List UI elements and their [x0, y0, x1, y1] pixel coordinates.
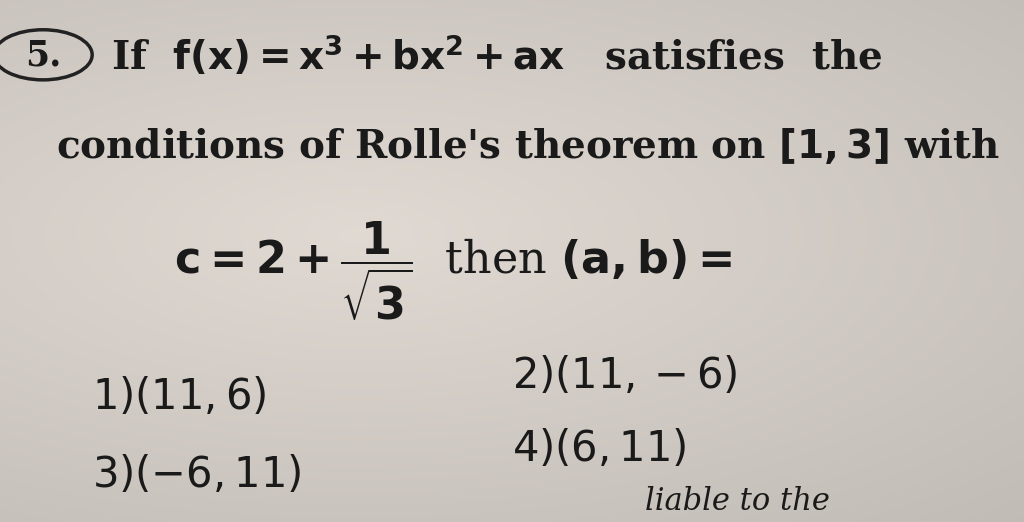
Text: liable to the: liable to the [645, 486, 830, 517]
Text: $1)(11, 6)$: $1)(11, 6)$ [92, 376, 266, 418]
Text: $2)(11, -6)$: $2)(11, -6)$ [512, 355, 737, 397]
Text: $4)(6, 11)$: $4)(6, 11)$ [512, 428, 686, 470]
Text: conditions of Rolle's theorem on $\mathbf{[1, 3]}$ with: conditions of Rolle's theorem on $\mathb… [56, 126, 1000, 166]
Text: $\mathbf{c = 2 + \dfrac{1}{\sqrt{3}}}$  then $\mathbf{(a, b) =}$: $\mathbf{c = 2 + \dfrac{1}{\sqrt{3}}}$ t… [174, 220, 732, 323]
Text: 5.: 5. [25, 39, 61, 73]
Text: If  $\mathbf{f(x) = x^3 + bx^2 + ax}$   satisfies  the: If $\mathbf{f(x) = x^3 + bx^2 + ax}$ sat… [111, 33, 882, 78]
Text: $3)(-6, 11)$: $3)(-6, 11)$ [92, 454, 301, 496]
